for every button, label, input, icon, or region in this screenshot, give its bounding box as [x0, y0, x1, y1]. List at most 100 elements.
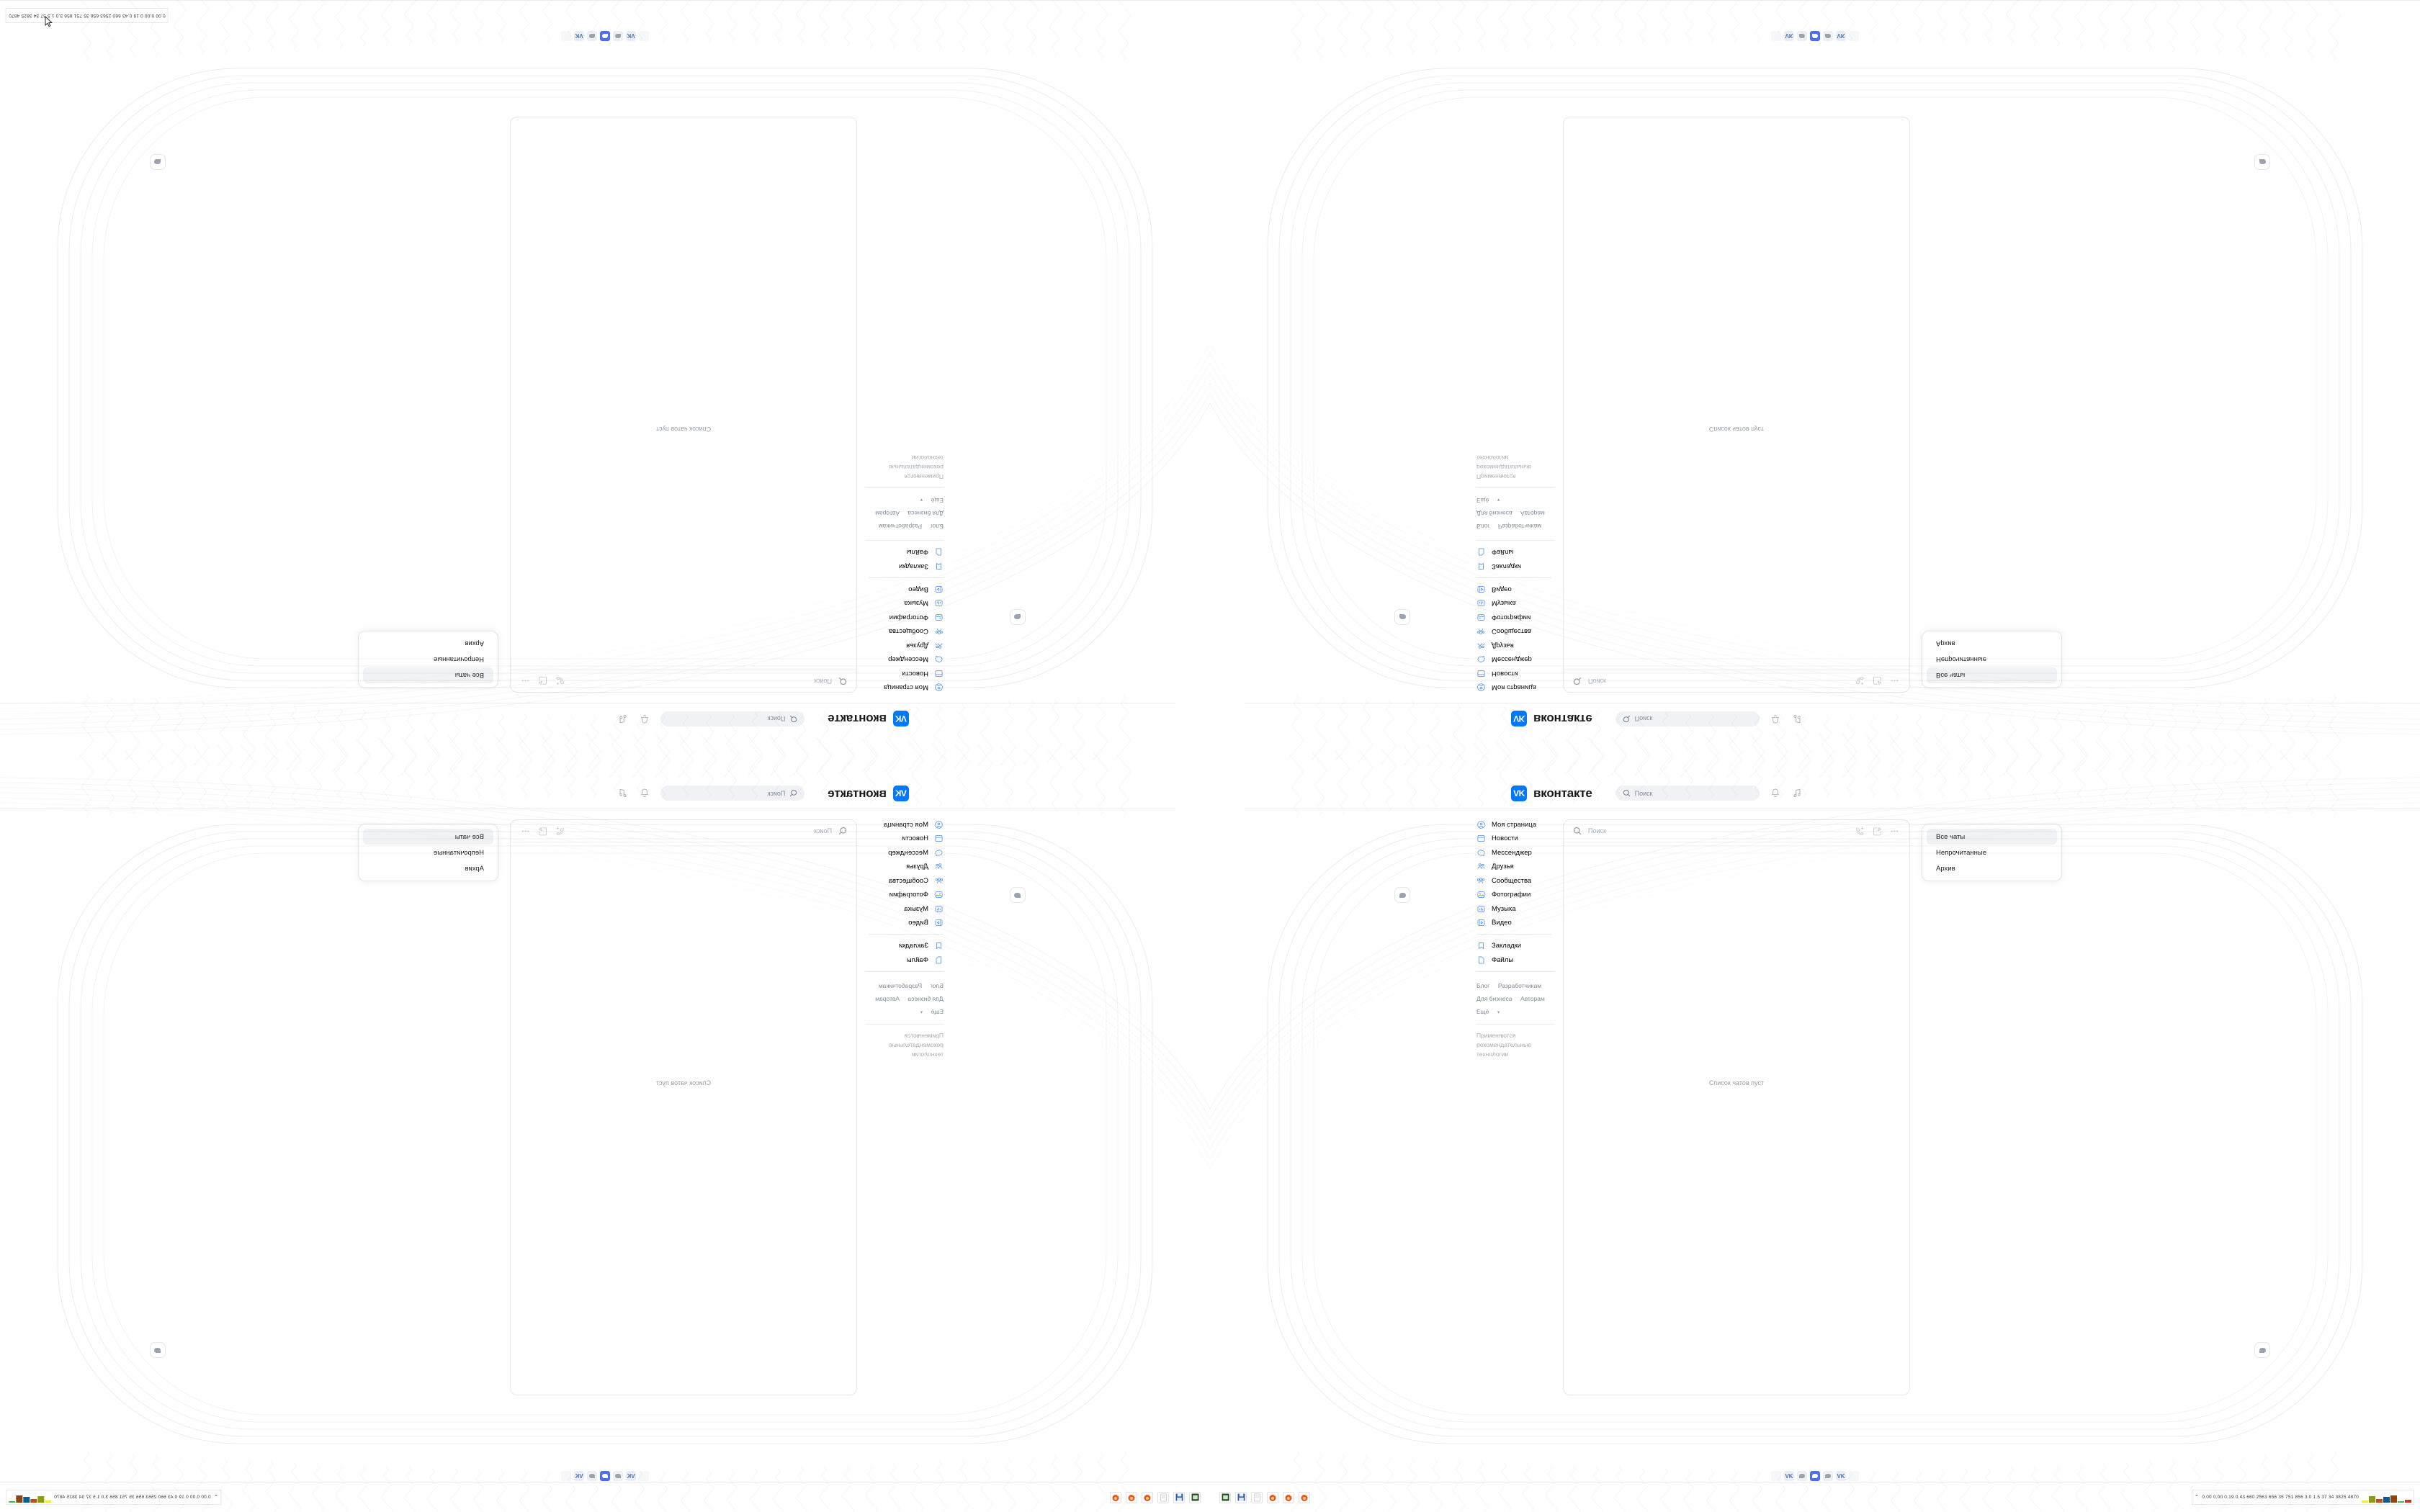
browser-tab-4[interactable]	[1823, 31, 1833, 41]
browser-tab-0[interactable]	[639, 1471, 649, 1481]
chat-fab-button[interactable]	[2254, 154, 2270, 170]
footer-link-developers[interactable]: Разработчикам	[878, 982, 923, 989]
browser-tab-3-active[interactable]	[600, 1471, 610, 1481]
dropdown-item-archive[interactable]: Архив	[465, 639, 484, 648]
vk-logo[interactable]: VK вконтакте	[1511, 711, 1592, 727]
dropdown-item-unread[interactable]: Непрочитанные	[433, 848, 484, 857]
vk-logo[interactable]: VK вконтакте	[828, 785, 909, 801]
chevron-up-icon[interactable]: ⌃	[2194, 1494, 2200, 1500]
sidebar-item-files[interactable]: Файлы	[864, 955, 944, 965]
sidebar-item-communities[interactable]: Сообщества	[1476, 876, 1556, 886]
sidebar-item-communities[interactable]: Сообщества	[1476, 626, 1556, 636]
global-search-input[interactable]: Поиск	[660, 786, 805, 801]
add-call-icon[interactable]	[555, 826, 565, 837]
sidebar-item-files[interactable]: Файлы	[1476, 547, 1556, 557]
footer-link-business[interactable]: Для бизнеса	[1476, 510, 1512, 517]
music-note-icon[interactable]	[1791, 788, 1803, 799]
bell-icon[interactable]	[639, 788, 650, 799]
sidebar-item-video[interactable]: Видео	[1476, 585, 1556, 595]
taskbar-terminal[interactable]	[1189, 1491, 1201, 1503]
sidebar-item-music[interactable]: Музыка	[1476, 904, 1556, 914]
add-call-icon[interactable]	[555, 676, 565, 687]
browser-tab-2[interactable]	[613, 31, 623, 41]
browser-tab-0[interactable]	[1771, 31, 1781, 41]
footer-link-more[interactable]: Ещё	[1476, 1008, 1489, 1015]
taskbar-terminal-mirror[interactable]	[1219, 1491, 1231, 1503]
chat-search-input[interactable]: Поиск	[1588, 827, 1606, 834]
sidebar-item-music[interactable]: Музыка	[864, 598, 944, 608]
sidebar-item-photos[interactable]: Фотографии	[1476, 613, 1556, 623]
browser-tab-5[interactable]: VK	[574, 1471, 584, 1481]
sidebar-item-files[interactable]: Файлы	[1476, 955, 1556, 965]
footer-link-more[interactable]: Ещё	[1476, 497, 1489, 504]
chat-fab-button[interactable]	[2254, 1342, 2270, 1358]
browser-tab-0[interactable]	[1771, 1471, 1781, 1481]
browser-tab-5[interactable]: VK	[1836, 31, 1846, 41]
browser-tab-6[interactable]	[561, 31, 571, 41]
sidebar-item-my-page[interactable]: Моя страница	[864, 819, 944, 829]
sidebar-item-friends[interactable]: Друзья	[864, 641, 944, 651]
browser-tab-3-active[interactable]	[1810, 31, 1820, 41]
sidebar-item-video[interactable]: Видео	[864, 918, 944, 928]
dropdown-item-archive[interactable]: Архив	[1936, 639, 1955, 648]
footer-link-business[interactable]: Для бизнеса	[908, 995, 944, 1002]
sidebar-item-photos[interactable]: Фотографии	[1476, 890, 1556, 900]
browser-tab-5[interactable]: VK	[1836, 1471, 1846, 1481]
sidebar-item-video[interactable]: Видео	[864, 585, 944, 595]
chat-search-input[interactable]: Поиск	[814, 678, 832, 685]
sidebar-item-news[interactable]: Новости	[1476, 669, 1556, 679]
taskbar-notepad[interactable]	[1157, 1491, 1169, 1503]
dropdown-item-archive[interactable]: Архив	[465, 864, 484, 873]
footer-link-authors[interactable]: Авторам	[1520, 995, 1545, 1002]
browser-tab-1[interactable]: VK	[626, 31, 636, 41]
sidebar-item-files[interactable]: Файлы	[864, 547, 944, 557]
sidebar-item-communities[interactable]: Сообщества	[864, 876, 944, 886]
browser-tab-3-active[interactable]	[1810, 1471, 1820, 1481]
taskbar-floppy-1[interactable]	[1173, 1491, 1185, 1503]
footer-link-authors[interactable]: Авторам	[875, 995, 900, 1002]
sidebar-item-music[interactable]: Музыка	[1476, 598, 1556, 608]
sidebar-item-messenger[interactable]: Мессенджер	[1476, 847, 1556, 858]
chat-fab-button-secondary[interactable]	[1394, 887, 1410, 903]
sidebar-item-friends[interactable]: Друзья	[864, 862, 944, 872]
add-call-icon[interactable]	[1855, 676, 1865, 687]
browser-tab-2[interactable]	[1797, 1471, 1807, 1481]
browser-tab-4[interactable]	[1823, 1471, 1833, 1481]
system-monitor-widget[interactable]: ⌃ 0.00 0.00 0.19 0.43 660 2563 656 35 75…	[2191, 1490, 2414, 1505]
bell-icon[interactable]	[639, 714, 650, 725]
taskbar-firefox-2[interactable]	[1126, 1491, 1137, 1503]
dropdown-item-all-chats[interactable]: Все чаты	[1927, 829, 2057, 845]
vk-logo[interactable]: VK вконтакте	[828, 711, 909, 727]
dropdown-item-all-chats[interactable]: Все чаты	[363, 829, 493, 845]
taskbar-firefox-3[interactable]	[1142, 1491, 1153, 1503]
dropdown-item-unread[interactable]: Непрочитанные	[433, 655, 484, 664]
more-options-icon[interactable]	[520, 826, 531, 837]
vk-logo[interactable]: VK вконтакте	[1511, 785, 1592, 801]
music-note-icon[interactable]	[617, 788, 629, 799]
browser-tab-2[interactable]	[613, 1471, 623, 1481]
dropdown-item-all-chats[interactable]: Все чаты	[1927, 667, 2057, 683]
more-options-icon[interactable]	[520, 676, 531, 687]
compose-icon[interactable]	[537, 676, 548, 687]
music-note-icon[interactable]	[617, 714, 629, 725]
global-search-input[interactable]: Поиск	[1615, 711, 1760, 726]
compose-icon[interactable]	[1872, 676, 1883, 687]
browser-tab-1[interactable]: VK	[626, 1471, 636, 1481]
dropdown-item-unread[interactable]: Непрочитанные	[1936, 655, 1987, 664]
music-note-icon[interactable]	[1791, 714, 1803, 725]
footer-link-blog[interactable]: Блог	[1476, 982, 1490, 989]
chat-fab-button[interactable]	[150, 1342, 166, 1358]
chat-fab-button-secondary[interactable]	[1394, 609, 1410, 625]
sidebar-item-communities[interactable]: Сообщества	[864, 626, 944, 636]
taskbar-firefox-mirror-1[interactable]	[1267, 1491, 1278, 1503]
footer-link-authors[interactable]: Авторам	[1520, 510, 1545, 517]
footer-link-developers[interactable]: Разработчикам	[1497, 982, 1542, 989]
taskbar-floppy-mirror[interactable]	[1235, 1491, 1247, 1503]
dropdown-item-unread[interactable]: Непрочитанные	[1936, 848, 1987, 857]
more-options-icon[interactable]	[1889, 826, 1900, 837]
browser-tab-0[interactable]	[639, 31, 649, 41]
sidebar-item-my-page[interactable]: Моя страница	[1476, 683, 1556, 693]
browser-tab-6[interactable]	[1849, 1471, 1859, 1481]
footer-link-developers[interactable]: Разработчикам	[1497, 523, 1542, 530]
sidebar-item-bookmarks[interactable]: Закладки	[1476, 941, 1556, 951]
